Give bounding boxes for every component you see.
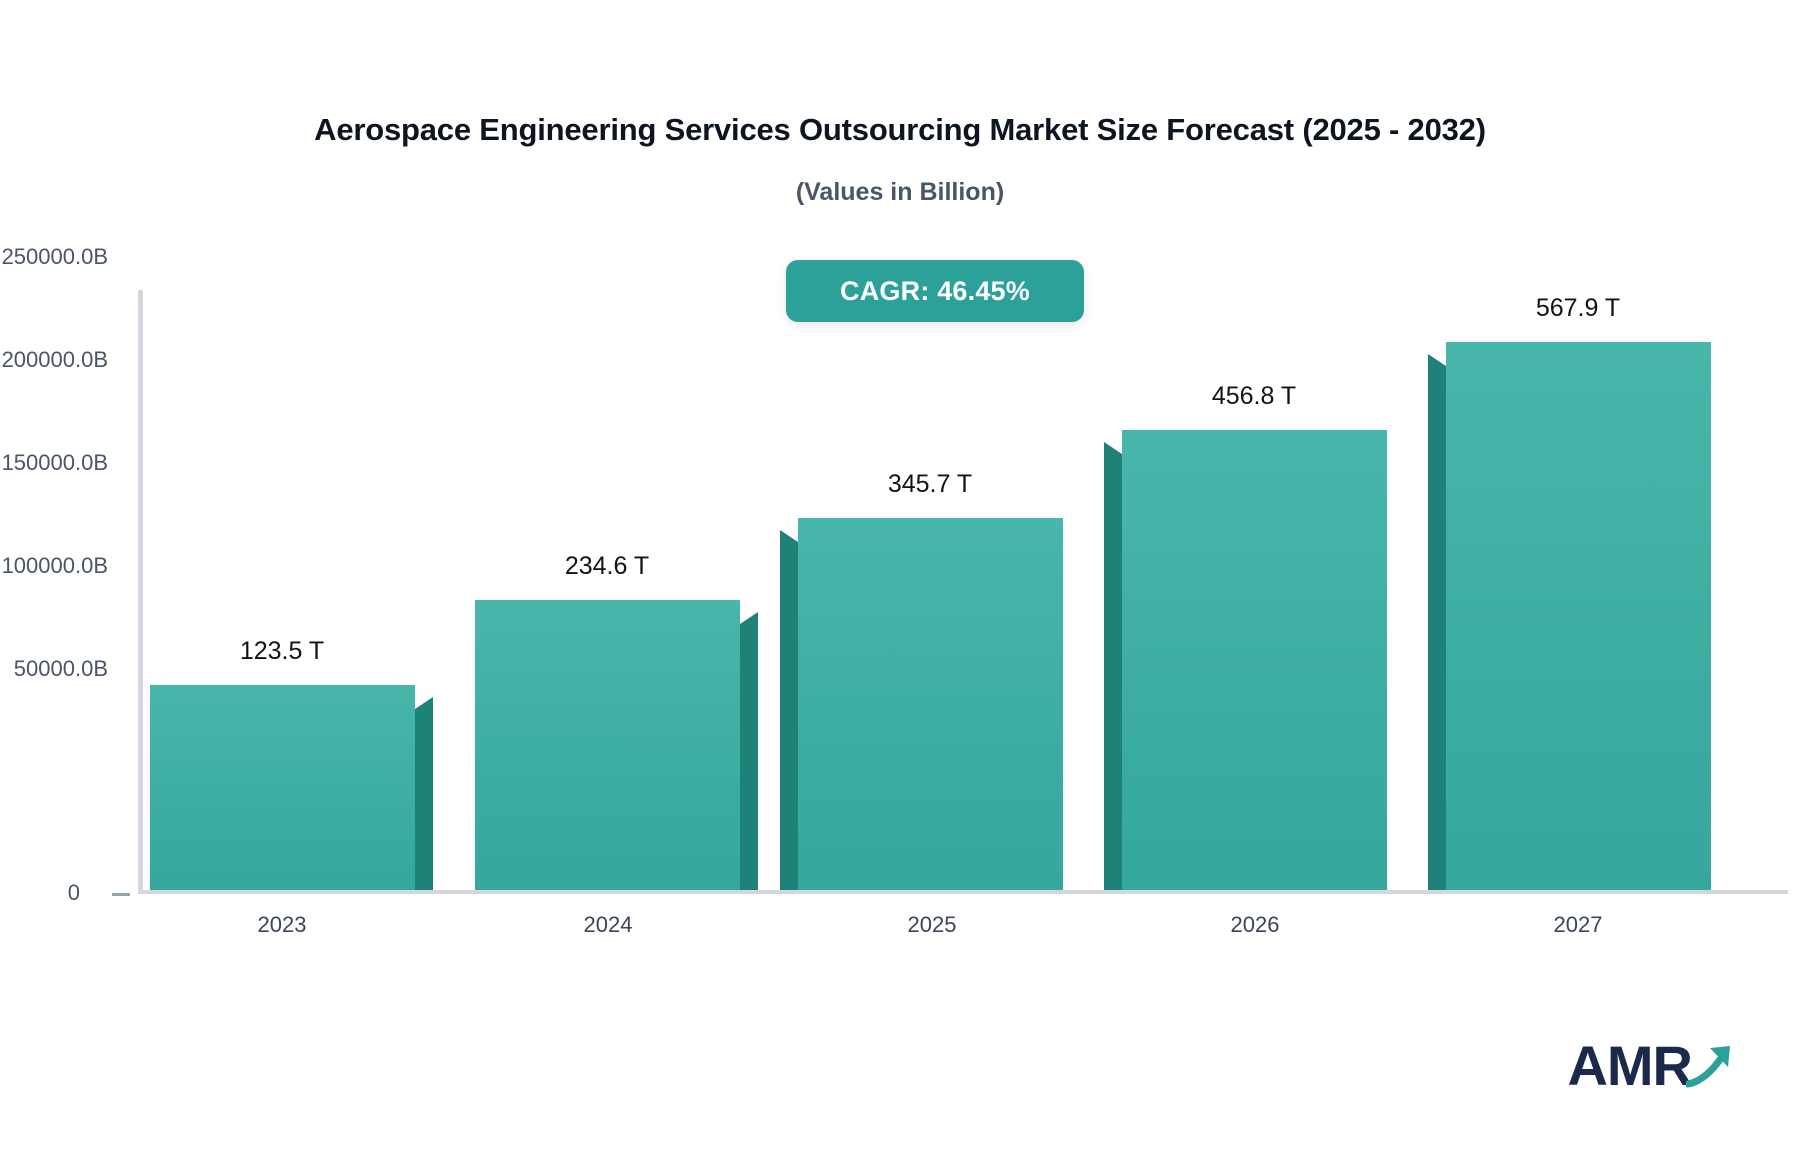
amr-logo-text: AMR: [1567, 1034, 1693, 1097]
bar-face: [798, 518, 1063, 890]
y-tick-label: 200000.0B: [1, 347, 108, 372]
y-tick-label: 150000.0B: [1, 450, 108, 475]
x-tick-label-2024: 2024: [583, 912, 633, 937]
bar-side-face: [1104, 442, 1122, 890]
bar-side-face: [1428, 354, 1446, 890]
cagr-badge-label: CAGR: 46.45%: [840, 275, 1030, 306]
y-tick-label: 250000.0B: [1, 244, 108, 269]
bar-value-label: 456.8 T: [1211, 382, 1297, 410]
x-axis-baseline: [138, 890, 1788, 894]
page-title: Aerospace Engineering Services Outsourci…: [314, 112, 1486, 147]
bar-value-label: 123.5 T: [239, 637, 325, 665]
y-tick-label: 0: [67, 880, 80, 905]
bar-2026: 456.8 T: [1104, 382, 1387, 890]
y-axis-line: [138, 290, 143, 892]
bar-face: [475, 600, 740, 890]
bar-2025: 345.7 T: [780, 470, 1063, 890]
bar-side-face: [780, 530, 798, 890]
bar-value-label: 567.9 T: [1535, 294, 1621, 322]
x-tick-label-2023: 2023: [257, 912, 307, 937]
x-tick-label-2027: 2027: [1553, 912, 1603, 937]
bar-face: [150, 685, 415, 890]
x-tick-label-2025: 2025: [907, 912, 957, 937]
bar-side-face: [740, 612, 758, 890]
bar-face: [1122, 430, 1387, 890]
y-tick-label: 100000.0B: [1, 553, 108, 578]
bar-2024: 234.6 T: [475, 552, 758, 890]
bar-2027: 567.9 T: [1428, 294, 1711, 890]
bar-2023: 123.5 T: [150, 637, 433, 890]
bar-side-face: [415, 697, 433, 890]
x-tick-label-2026: 2026: [1230, 912, 1280, 937]
trend-up-arrow-icon: [1686, 1046, 1730, 1088]
bar-face: [1446, 342, 1711, 890]
amr-logo: AMR: [1567, 1038, 1738, 1094]
bar-value-label: 345.7 T: [887, 470, 973, 498]
page-subtitle: (Values in Billion): [795, 178, 1005, 206]
y-tick-dash: [112, 893, 130, 896]
y-tick-label: 50000.0B: [13, 656, 108, 681]
cagr-badge: CAGR: 46.45%: [786, 260, 1084, 322]
bar-value-label: 234.6 T: [564, 552, 650, 580]
